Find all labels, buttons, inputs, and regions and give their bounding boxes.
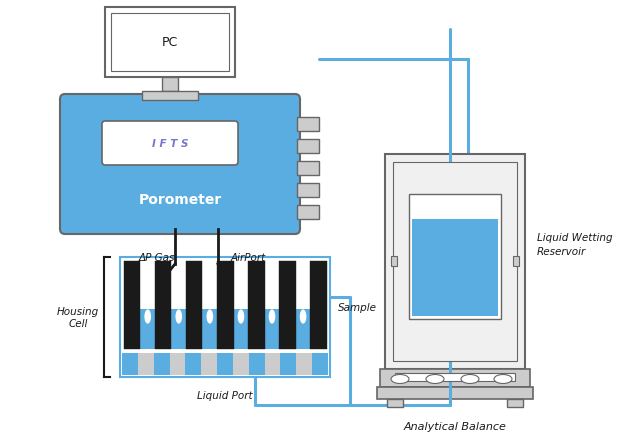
Text: I F T S: I F T S bbox=[152, 139, 188, 148]
Bar bbox=[202, 310, 217, 349]
Ellipse shape bbox=[494, 374, 512, 384]
Text: Housing
Cell: Housing Cell bbox=[57, 307, 99, 328]
Bar bbox=[297, 140, 319, 154]
Bar bbox=[296, 310, 311, 349]
Ellipse shape bbox=[391, 374, 409, 384]
Bar bbox=[385, 155, 525, 369]
Bar bbox=[391, 256, 397, 266]
Bar bbox=[513, 256, 519, 266]
Text: Analytical Balance: Analytical Balance bbox=[404, 421, 507, 431]
Bar bbox=[380, 369, 530, 387]
Bar bbox=[170, 353, 185, 375]
Bar bbox=[297, 118, 319, 132]
Ellipse shape bbox=[269, 310, 275, 324]
Text: Porometer: Porometer bbox=[139, 193, 222, 207]
Ellipse shape bbox=[426, 374, 444, 384]
Ellipse shape bbox=[238, 310, 244, 324]
Ellipse shape bbox=[207, 310, 213, 324]
Text: PC: PC bbox=[162, 36, 178, 49]
Bar bbox=[217, 261, 233, 349]
Bar bbox=[265, 310, 280, 349]
Bar bbox=[507, 399, 523, 407]
Bar bbox=[155, 261, 172, 349]
Bar bbox=[297, 205, 319, 219]
Bar bbox=[122, 353, 138, 375]
Bar bbox=[120, 258, 330, 377]
Bar bbox=[265, 353, 280, 375]
Bar bbox=[233, 353, 249, 375]
Bar bbox=[233, 310, 248, 349]
Bar bbox=[280, 261, 296, 349]
Bar bbox=[248, 261, 265, 349]
Ellipse shape bbox=[300, 310, 306, 324]
Bar bbox=[311, 261, 327, 349]
Bar bbox=[387, 399, 403, 407]
Bar bbox=[280, 353, 296, 375]
Bar bbox=[186, 261, 202, 349]
Bar bbox=[393, 162, 517, 361]
Text: AirPort: AirPort bbox=[230, 252, 266, 262]
Ellipse shape bbox=[461, 374, 479, 384]
Bar bbox=[162, 78, 178, 92]
Bar bbox=[249, 353, 265, 375]
Bar bbox=[395, 373, 515, 381]
Bar bbox=[154, 353, 170, 375]
Bar bbox=[111, 14, 229, 72]
Bar bbox=[377, 387, 533, 399]
Bar bbox=[105, 8, 235, 78]
Bar bbox=[297, 162, 319, 176]
Bar bbox=[172, 310, 186, 349]
Bar bbox=[142, 92, 198, 101]
FancyBboxPatch shape bbox=[102, 122, 238, 166]
Bar bbox=[409, 194, 501, 319]
Bar bbox=[296, 353, 312, 375]
Bar bbox=[138, 353, 154, 375]
Text: Liquid Wetting
Reservoir: Liquid Wetting Reservoir bbox=[537, 233, 613, 257]
Bar bbox=[122, 353, 328, 375]
Bar bbox=[412, 219, 498, 316]
Text: Liquid Port: Liquid Port bbox=[197, 390, 253, 400]
Bar bbox=[201, 353, 217, 375]
Ellipse shape bbox=[144, 310, 151, 324]
Text: Sample: Sample bbox=[338, 302, 377, 312]
Bar bbox=[124, 261, 140, 349]
Ellipse shape bbox=[175, 310, 182, 324]
Bar bbox=[217, 353, 233, 375]
Bar bbox=[312, 353, 328, 375]
Bar bbox=[297, 184, 319, 198]
FancyBboxPatch shape bbox=[60, 95, 300, 234]
Bar bbox=[185, 353, 201, 375]
Text: ΔP Gas: ΔP Gas bbox=[139, 252, 175, 262]
Bar bbox=[140, 310, 155, 349]
